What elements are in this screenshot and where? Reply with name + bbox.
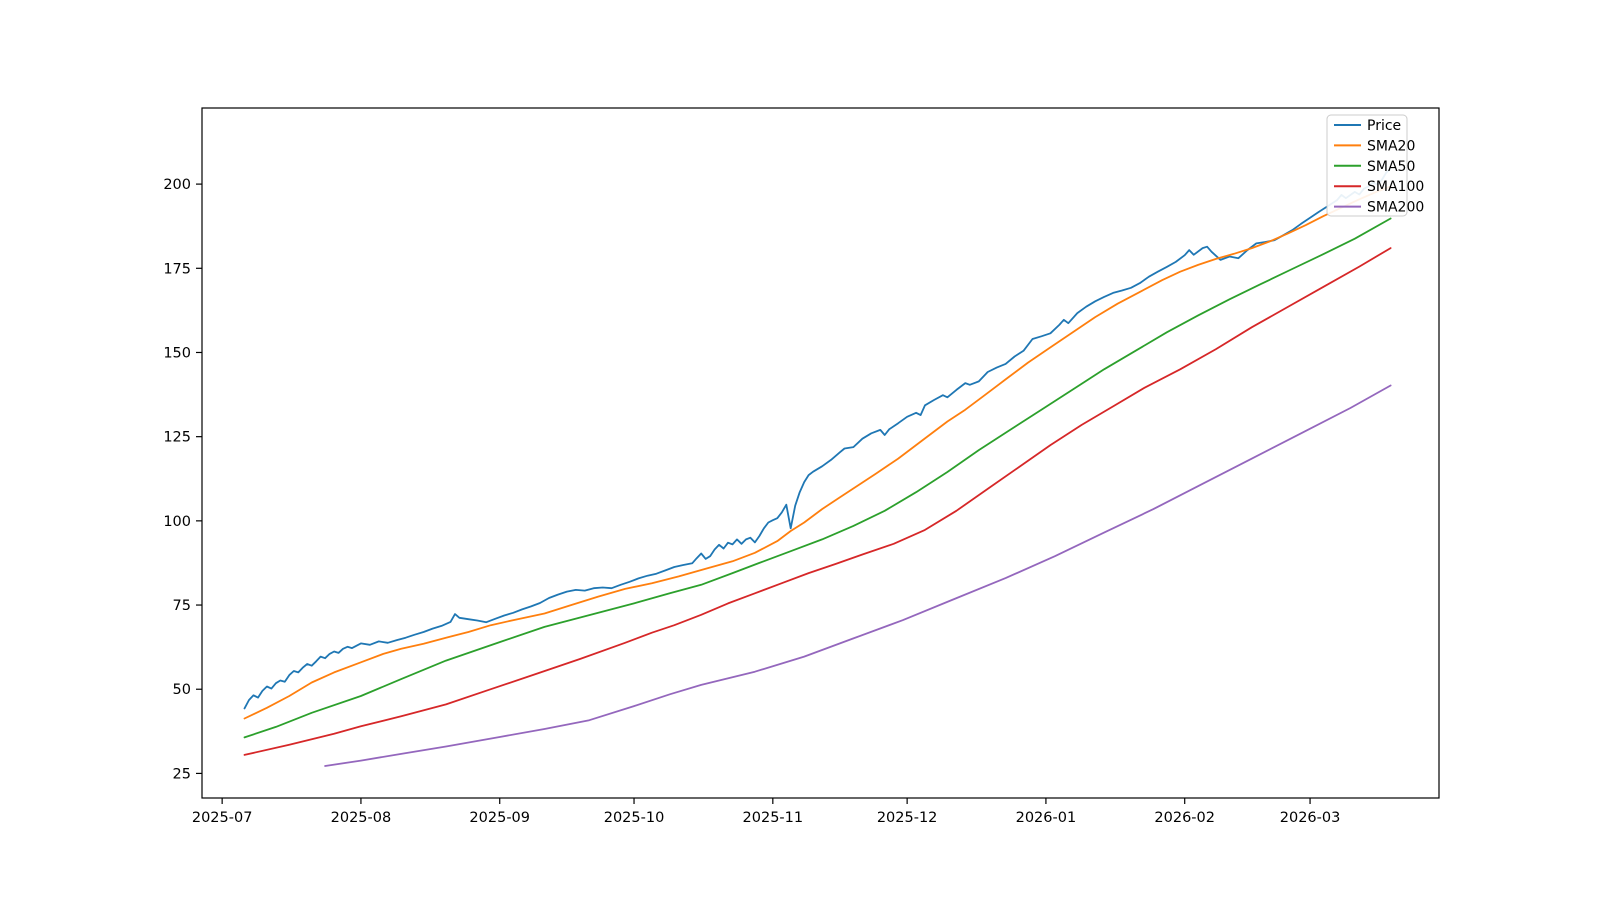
plot-background [202, 108, 1439, 798]
x-tick-label: 2026-01 [1016, 810, 1077, 826]
x-tick-label: 2025-10 [604, 810, 665, 826]
series-line-price [243, 167, 1392, 710]
legend-label-sma200: SMA200 [1367, 200, 1424, 216]
axis-ticks: 2025-07 2025-08 2025-09 2025-10 2025-11 2025-… [163, 177, 1340, 826]
series-lines [243, 167, 1392, 767]
x-tick-label: 2025-08 [331, 810, 392, 826]
legend-label-sma20: SMA20 [1367, 138, 1415, 154]
legend-box [1326, 114, 1408, 217]
y-tick-label: 150 [163, 345, 191, 361]
legend-label-sma100: SMA100 [1367, 179, 1424, 195]
x-tick-label: 2025-07 [192, 810, 253, 826]
y-tick-label: 25 [173, 766, 191, 782]
y-tick-label: 125 [163, 430, 191, 446]
plot-border [201, 107, 1440, 799]
legend-label-price: Price [1367, 118, 1401, 134]
plot-area [202, 108, 1439, 798]
series-line-sma20 [243, 185, 1392, 720]
legend-label-sma50: SMA50 [1367, 159, 1415, 175]
y-tick-label: 75 [173, 598, 191, 614]
series-line-sma100 [243, 247, 1392, 756]
legend: Price SMA20 SMA50 SMA100 SMA200 [1326, 114, 1424, 217]
y-tick-label: 200 [163, 177, 191, 193]
x-tick-label: 2025-09 [469, 810, 530, 826]
y-tick-label: 50 [173, 682, 191, 698]
y-tick-label: 100 [163, 514, 191, 530]
y-tick-label: 175 [163, 261, 191, 277]
x-tick-label: 2025-12 [877, 810, 938, 826]
series-line-sma200 [324, 384, 1392, 767]
x-tick-label: 2026-02 [1154, 810, 1215, 826]
x-tick-label: 2026-03 [1280, 810, 1341, 826]
series-line-sma50 [243, 217, 1392, 739]
x-tick-label: 2025-11 [743, 810, 804, 826]
axes-frame [201, 107, 1440, 799]
